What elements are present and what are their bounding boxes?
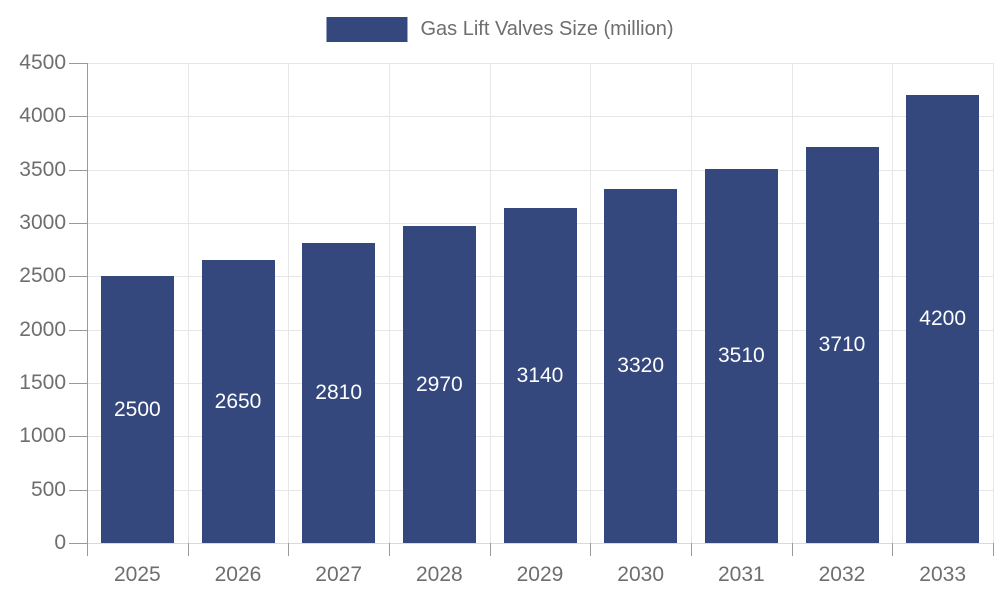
y-tick-label: 3000 xyxy=(19,211,66,234)
y-tick-label: 500 xyxy=(30,477,66,501)
bar[interactable]: 3710 xyxy=(805,147,879,543)
legend-label: Gas Lift Valves Size (million) xyxy=(420,18,674,40)
y-axis-tick xyxy=(69,169,87,171)
bar[interactable]: 2500 xyxy=(100,276,174,543)
v-gridline xyxy=(892,63,894,543)
y-tick-label: 2000 xyxy=(19,317,66,341)
legend-swatch xyxy=(326,17,408,42)
bar[interactable]: 3140 xyxy=(503,208,577,543)
v-gridline xyxy=(590,63,592,543)
bar[interactable]: 2650 xyxy=(201,260,275,543)
x-axis-tick xyxy=(187,543,189,556)
y-axis-tick xyxy=(69,543,87,544)
h-gridline xyxy=(87,116,993,118)
bar[interactable]: 3320 xyxy=(604,188,678,543)
y-tick-label: 1000 xyxy=(19,424,66,448)
x-axis-tick xyxy=(489,543,491,556)
bar[interactable]: 4200 xyxy=(906,95,980,543)
v-gridline xyxy=(691,63,692,543)
x-axis-tick xyxy=(590,543,592,556)
bar-value-label: 2650 xyxy=(214,389,262,413)
x-axis-tick xyxy=(288,543,290,556)
x-axis-tick xyxy=(791,543,793,556)
v-gridline xyxy=(187,63,189,543)
bar[interactable]: 2810 xyxy=(302,243,376,543)
bar-value-label: 2500 xyxy=(113,397,161,421)
x-axis-tick xyxy=(892,543,894,556)
x-tick-label: 2029 xyxy=(516,563,564,586)
y-axis-tick xyxy=(69,63,87,64)
bar-value-label: 3710 xyxy=(818,333,866,357)
legend-item[interactable]: Gas Lift Valves Size (million) xyxy=(326,17,674,42)
y-tick-label: 1500 xyxy=(19,371,66,394)
v-gridline xyxy=(288,63,290,543)
y-axis-tick xyxy=(69,329,87,331)
x-tick-label: 2033 xyxy=(919,563,967,586)
y-axis-tick xyxy=(69,223,87,224)
x-tick-label: 2031 xyxy=(717,563,765,586)
x-tick-label: 2026 xyxy=(214,563,262,586)
bar-value-label: 4200 xyxy=(919,307,967,330)
x-axis-tick xyxy=(691,543,692,556)
x-tick-label: 2032 xyxy=(818,563,866,586)
x-axis-tick xyxy=(993,543,994,556)
bar[interactable]: 2970 xyxy=(402,226,476,543)
bar-value-label: 3510 xyxy=(717,343,765,367)
y-axis-tick xyxy=(69,489,87,491)
plot-area: 0 500 1000 1500 2000 2500 3000 3500 4000 4500 2500… xyxy=(19,52,994,586)
bar-value-label: 2970 xyxy=(415,372,463,396)
v-gridline xyxy=(389,63,390,543)
h-gridline xyxy=(87,543,993,544)
y-tick-label: 4500 xyxy=(19,51,66,74)
y-axis-tick xyxy=(69,383,87,384)
y-axis-tick xyxy=(69,276,87,278)
x-tick-label: 2027 xyxy=(315,563,363,586)
x-tick-label: 2028 xyxy=(415,563,463,586)
y-tick-label: 0 xyxy=(54,531,66,554)
v-gridline xyxy=(993,63,994,543)
bar-value-label: 2810 xyxy=(315,381,363,405)
y-tick-label: 4000 xyxy=(19,104,66,128)
h-gridline xyxy=(87,63,993,64)
x-tick-label: 2030 xyxy=(617,563,665,586)
v-gridline xyxy=(791,63,793,543)
v-gridline xyxy=(489,63,491,543)
bar[interactable]: 3510 xyxy=(704,168,778,543)
y-axis-tick xyxy=(69,436,87,438)
bar-value-label: 3140 xyxy=(516,363,564,387)
y-axis-line xyxy=(87,63,88,556)
x-tick-label: 2025 xyxy=(113,563,161,586)
y-tick-label: 2500 xyxy=(19,264,66,288)
y-axis-tick xyxy=(69,116,87,118)
y-tick-label: 3500 xyxy=(19,157,66,181)
x-axis-tick xyxy=(389,543,390,556)
bar-value-label: 3320 xyxy=(617,353,665,377)
h-gridline xyxy=(87,169,993,171)
